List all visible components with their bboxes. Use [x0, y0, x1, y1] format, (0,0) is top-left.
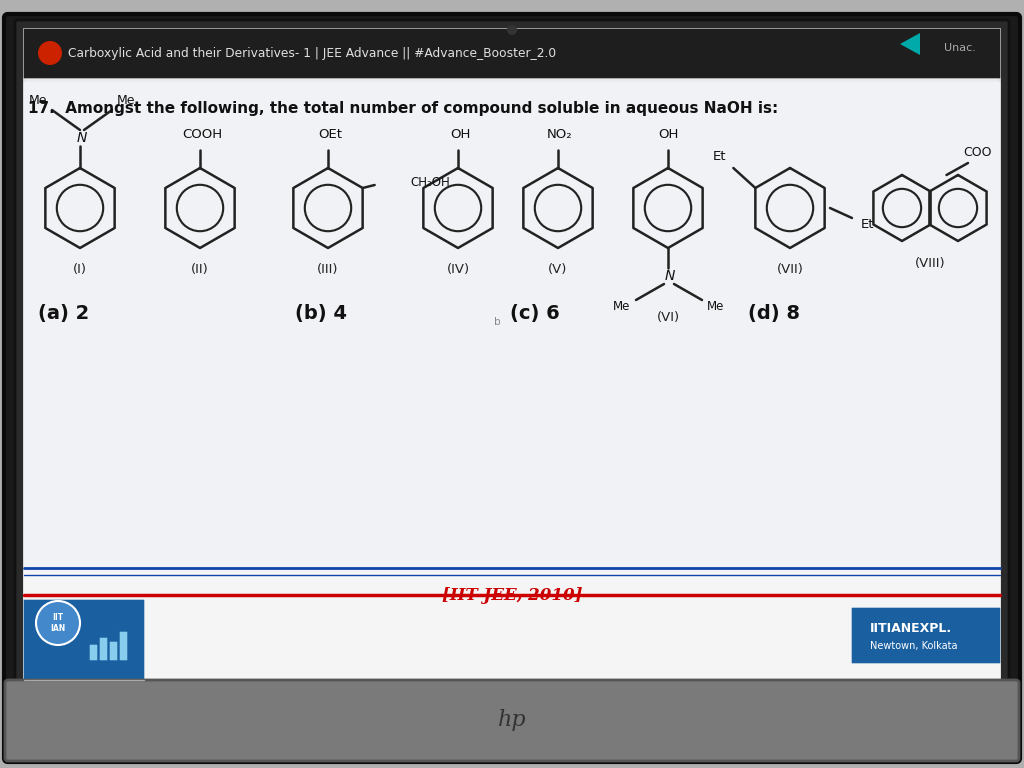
Text: (I): (I): [73, 263, 87, 276]
Text: (IV): (IV): [446, 263, 470, 276]
Text: Me: Me: [708, 300, 725, 313]
Text: (d) 8: (d) 8: [748, 303, 800, 323]
FancyBboxPatch shape: [99, 637, 108, 660]
Circle shape: [36, 601, 80, 645]
FancyBboxPatch shape: [5, 680, 1019, 761]
FancyBboxPatch shape: [120, 632, 127, 660]
Text: 17.  Amongst the following, the total number of compound soluble in aqueous NaOH: 17. Amongst the following, the total num…: [28, 101, 778, 115]
Text: OEt: OEt: [318, 128, 342, 141]
Text: (VIII): (VIII): [914, 257, 945, 270]
Circle shape: [507, 25, 517, 35]
FancyBboxPatch shape: [4, 14, 1020, 762]
FancyBboxPatch shape: [24, 28, 1000, 78]
Text: N: N: [77, 131, 87, 145]
Text: (V): (V): [548, 263, 567, 276]
Text: b: b: [494, 317, 501, 327]
Text: NO₂: NO₂: [547, 128, 572, 141]
Text: N: N: [665, 269, 675, 283]
Text: CH₂OH: CH₂OH: [411, 177, 451, 190]
Text: OH: OH: [657, 128, 678, 141]
Circle shape: [38, 41, 62, 65]
Text: hp: hp: [498, 709, 526, 731]
Text: OH: OH: [450, 128, 470, 141]
Text: (II): (II): [191, 263, 209, 276]
Text: Carboxylic Acid and their Derivatives- 1 | JEE Advance || #Advance_Booster_2.0: Carboxylic Acid and their Derivatives- 1…: [68, 47, 556, 59]
FancyBboxPatch shape: [24, 600, 144, 680]
Text: (b) 4: (b) 4: [295, 303, 347, 323]
Text: Me: Me: [117, 94, 135, 107]
FancyBboxPatch shape: [24, 571, 1000, 682]
FancyBboxPatch shape: [15, 20, 1009, 691]
FancyBboxPatch shape: [110, 642, 118, 660]
Text: IITIANEXPL.: IITIANEXPL.: [870, 621, 952, 634]
Text: IIT
IAN: IIT IAN: [50, 614, 66, 633]
Polygon shape: [900, 33, 920, 55]
Text: Newtown, Kolkata: Newtown, Kolkata: [870, 641, 957, 651]
Text: Me: Me: [613, 300, 631, 313]
Text: Et: Et: [861, 217, 874, 230]
FancyBboxPatch shape: [90, 644, 97, 660]
Text: (c) 6: (c) 6: [510, 303, 560, 323]
Text: COO: COO: [964, 147, 992, 160]
Text: (a) 2: (a) 2: [38, 303, 89, 323]
Text: Unac.: Unac.: [944, 43, 976, 53]
FancyBboxPatch shape: [852, 607, 1000, 664]
Text: (VI): (VI): [656, 312, 680, 325]
FancyBboxPatch shape: [24, 81, 1000, 682]
FancyBboxPatch shape: [24, 28, 1000, 682]
Text: (III): (III): [317, 263, 339, 276]
Text: Me: Me: [29, 94, 47, 107]
Text: [IIT JEE, 2010]: [IIT JEE, 2010]: [441, 587, 583, 604]
Text: COOH: COOH: [182, 127, 222, 141]
Text: Et: Et: [713, 150, 726, 163]
Text: (VII): (VII): [776, 263, 804, 276]
